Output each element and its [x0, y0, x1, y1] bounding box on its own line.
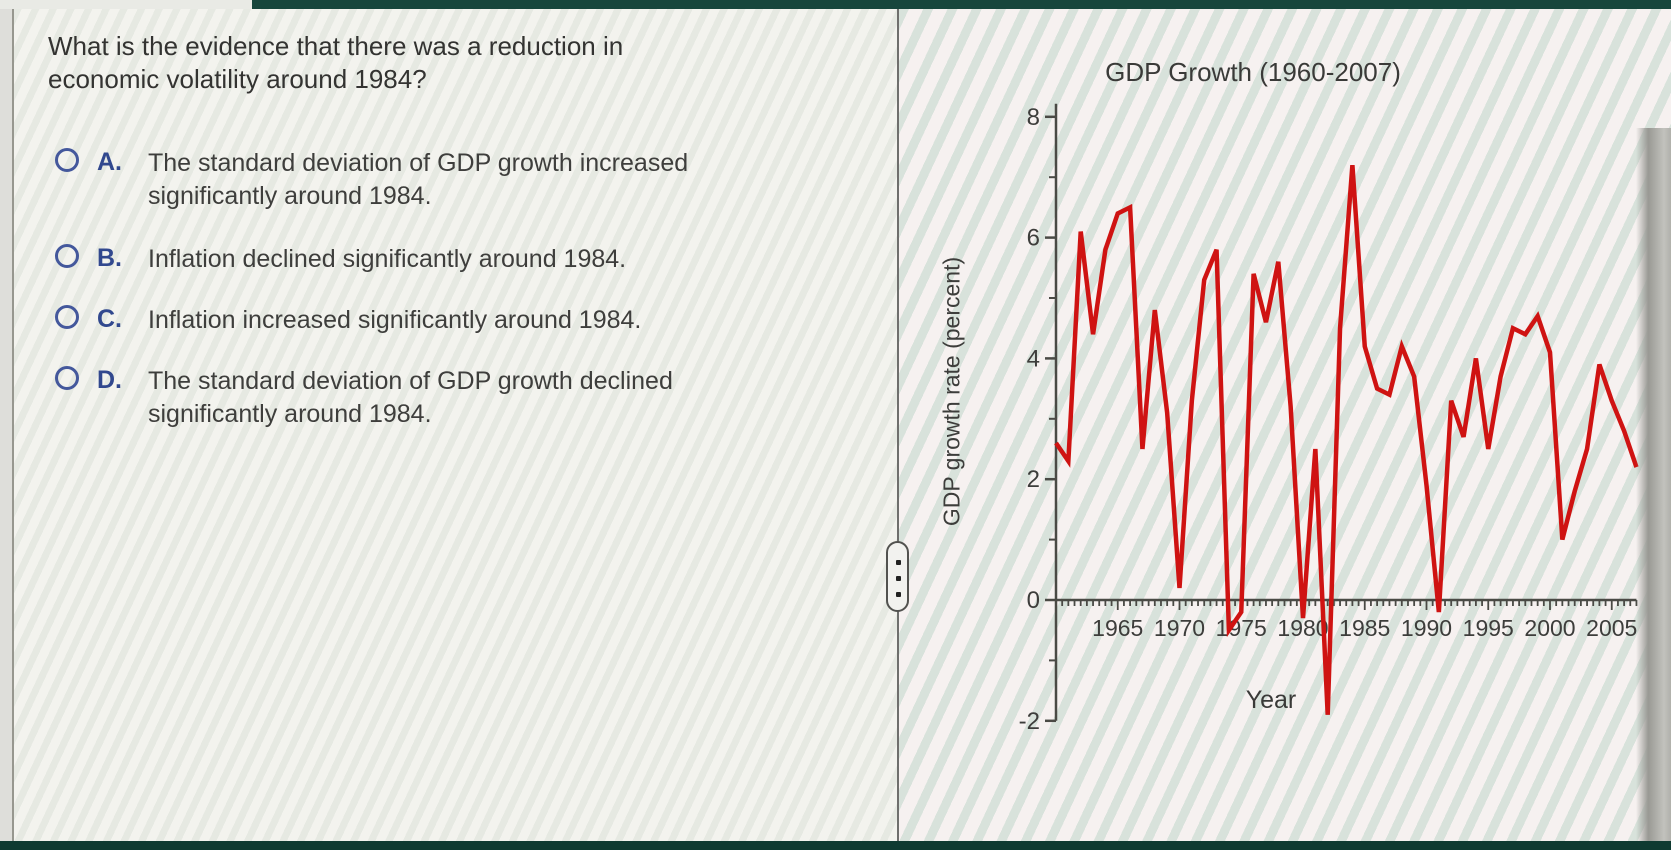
x-tick-label: 2000 [1524, 615, 1575, 641]
window-top-bar-light-segment [0, 0, 252, 9]
x-tick-label: 1985 [1339, 615, 1390, 641]
option-a-letter: A. [97, 148, 122, 176]
x-tick-label: 2005 [1586, 615, 1637, 641]
option-b-letter: B. [97, 244, 122, 272]
option-d-letter: D. [97, 366, 122, 394]
y-tick-label: 0 [1027, 587, 1040, 614]
x-tick-label: 1990 [1401, 615, 1452, 641]
gdp-growth-chart: 8 6 4 2 0 -2 1965 1970 1975 1980 1985 1990 1995 2000 2… [1019, 103, 1639, 735]
option-c-radio-button[interactable] [55, 305, 79, 329]
question-panel: What is the evidence that there was a re… [14, 9, 897, 841]
option-c-letter: C. [97, 305, 122, 333]
chart-panel [899, 9, 1671, 841]
x-tick-label: 1970 [1154, 615, 1205, 641]
x-axis-label: Year [1245, 686, 1297, 714]
y-tick-label: 4 [1027, 345, 1040, 372]
option-a-radio-button[interactable] [55, 148, 79, 172]
option-d-radio-button[interactable] [55, 366, 79, 390]
option-c-text: Inflation increased significantly around… [148, 306, 642, 334]
y-tick-label: -2 [1019, 708, 1040, 735]
window-top-bar [0, 0, 1671, 9]
screen-right-bezel [1636, 128, 1671, 841]
window-left-edge [0, 9, 12, 841]
y-tick-label: 2 [1027, 466, 1040, 493]
drag-handle-dot [896, 576, 901, 581]
x-tick-label: 1980 [1277, 615, 1328, 641]
panel-divider [897, 9, 899, 841]
drag-handle-dot [896, 592, 901, 597]
option-b-text: Inflation declined significantly around … [148, 245, 627, 273]
question-text: What is the evidence that there was a re… [48, 31, 624, 94]
window-left-edge-line [12, 9, 14, 841]
option-d-text: The standard deviation of GDP growth dec… [148, 367, 673, 428]
x-tick-label: 1995 [1463, 615, 1514, 641]
y-tick-label: 8 [1027, 104, 1040, 131]
window-bottom-bar [0, 841, 1671, 850]
x-tick-label: 1965 [1092, 615, 1143, 641]
drag-handle-dot [896, 560, 901, 565]
divider-drag-handle[interactable] [886, 541, 909, 612]
gdp-growth-line [1054, 164, 1639, 715]
option-b-radio-button[interactable] [55, 244, 79, 268]
y-tick-label: 6 [1027, 225, 1040, 252]
x-tick-label: 1975 [1216, 615, 1267, 641]
option-a-text: The standard deviation of GDP growth inc… [148, 149, 689, 210]
chart-title: GDP Growth (1960-2007) [1105, 57, 1401, 87]
